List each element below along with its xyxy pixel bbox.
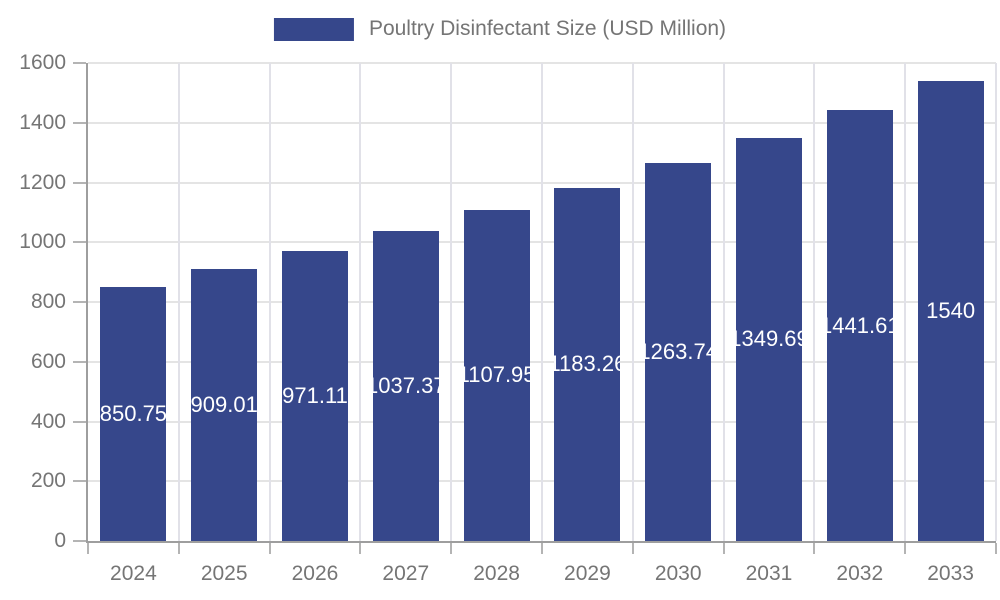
x-axis-label-2030: 2030 (654, 562, 702, 585)
x-axis-line (86, 541, 996, 543)
x-axis-tick (359, 543, 362, 554)
bar-2029: 1183.26 (554, 187, 621, 541)
gridline-vertical (995, 63, 997, 541)
x-axis-tick (631, 543, 634, 554)
y-axis-tick (73, 360, 86, 363)
bar-value-label: 1349.69 (736, 326, 802, 352)
y-axis-label: 1600 (19, 51, 66, 74)
x-axis-label-2024: 2024 (110, 562, 157, 585)
bar-2032: 1441.61 (826, 110, 893, 541)
y-axis-line (86, 63, 88, 541)
y-axis-tick (73, 241, 86, 244)
y-axis-label: 1400 (19, 110, 66, 134)
bar-value-label: 1441.61 (827, 312, 893, 338)
x-axis-label-2026: 2026 (291, 562, 339, 585)
y-axis-tick (73, 121, 86, 124)
gridline-vertical (177, 63, 180, 541)
y-axis-tick (73, 480, 86, 483)
bar-2025: 909.01 (191, 269, 258, 541)
x-axis-tick (722, 543, 725, 554)
y-axis-tick (73, 420, 86, 423)
bar-value-label: 1263.74 (645, 339, 711, 365)
y-axis-tick (73, 540, 86, 542)
bar-2030: 1263.74 (645, 163, 712, 541)
x-axis-label-2031: 2031 (745, 562, 793, 585)
x-axis-label-2027: 2027 (382, 562, 430, 585)
y-axis-label: 400 (30, 409, 66, 433)
x-axis-tick (541, 543, 543, 554)
x-axis-label-2028: 2028 (473, 562, 520, 585)
bar-2024: 850.75 (100, 286, 167, 541)
gridline-vertical (813, 63, 816, 541)
y-axis-tick (73, 62, 86, 64)
legend-label: Poultry Disinfectant Size (USD Million) (368, 17, 727, 40)
legend-swatch (273, 17, 354, 41)
bar-2033: 1540 (917, 80, 984, 541)
bar-2031: 1349.69 (736, 137, 802, 541)
x-axis-tick (87, 543, 89, 554)
x-axis-tick (813, 543, 816, 554)
y-axis-label: 800 (30, 290, 66, 313)
gridline-vertical (541, 63, 543, 541)
y-axis-label: 1000 (19, 230, 66, 254)
gridline-vertical (359, 63, 362, 541)
y-axis-label: 600 (30, 349, 66, 373)
x-axis-label-2025: 2025 (200, 562, 248, 585)
bar-value-label: 1107.95 (464, 362, 530, 388)
bar-value-label: 850.75 (100, 400, 167, 426)
gridline-vertical (631, 63, 634, 541)
gridline-vertical (268, 63, 271, 541)
y-axis-label: 1200 (19, 170, 66, 194)
bar-2028: 1107.95 (463, 209, 530, 541)
x-axis-label-2029: 2029 (564, 562, 611, 585)
y-axis-tick (73, 301, 86, 303)
bar-value-label: 1540 (926, 297, 976, 323)
x-axis-tick (450, 543, 453, 554)
bar-value-label: 1183.26 (554, 351, 621, 377)
gridline-vertical (450, 63, 453, 541)
bar-2026: 971.11 (282, 250, 348, 541)
gridline-vertical (904, 63, 907, 541)
y-axis-tick (73, 181, 86, 184)
gridline-vertical (722, 63, 725, 541)
x-axis-tick (995, 543, 997, 554)
x-axis-tick (268, 543, 271, 554)
chart-legend: Poultry Disinfectant Size (USD Million) (273, 17, 727, 41)
x-axis-label-2032: 2032 (836, 562, 884, 585)
x-axis-tick (904, 543, 907, 554)
bar-value-label: 909.01 (191, 392, 258, 418)
y-axis-label: 200 (30, 469, 66, 493)
x-axis-label-2033: 2033 (927, 562, 974, 585)
y-axis-label: 0 (54, 529, 66, 552)
x-axis-tick (177, 543, 180, 554)
bar-value-label: 971.11 (282, 382, 348, 408)
